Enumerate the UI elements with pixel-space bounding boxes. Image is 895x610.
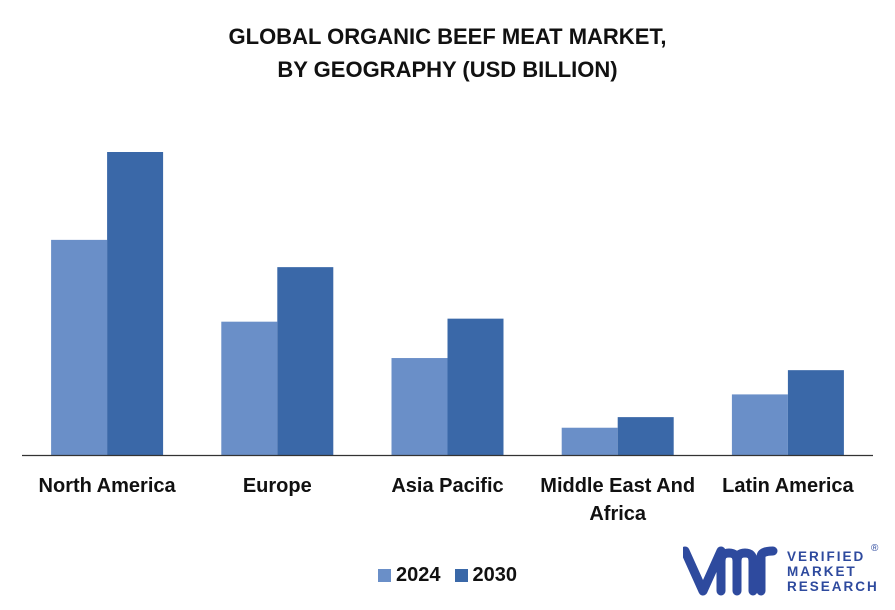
vmr-logo-icon [683,546,778,596]
bar-2030-middle-east-and-africa [617,417,674,455]
chart-title: GLOBAL ORGANIC BEEF MEAT MARKET, BY GEOG… [0,20,895,86]
legend-item-2030: 2030 [454,564,518,587]
vmr-logo: VERIFIED MARKET RESEARCH ® [683,543,883,599]
chart-title-line1: GLOBAL ORGANIC BEEF MEAT MARKET, [228,24,667,49]
vmr-logo-line1: VERIFIED [787,549,866,564]
legend-swatch-2024 [378,569,391,582]
bar-2024-north-america [51,239,108,455]
vmr-logo-line3: RESEARCH [787,579,879,594]
x-tick-label: North America [39,475,177,497]
legend-swatch-2030 [454,569,468,582]
legend: 2024 2030 [378,564,531,587]
x-tick-label: Latin America [722,475,854,497]
legend-label-2024: 2024 [396,564,441,586]
x-tick-label: Africa [589,503,647,525]
bar-chart: North America Europe Asia Pacific Middle Ea… [22,152,873,525]
bar-2024-europe [221,321,278,455]
x-tick-label: Middle East And [540,475,695,497]
x-tick-label: Asia Pacific [391,475,503,497]
bar-2030-latin-america [787,370,844,455]
bar-2030-asia-pacific [447,318,504,455]
bar-2030-europe [277,267,334,455]
bar-2024-middle-east-and-africa [561,427,618,455]
bar-2030-north-america [107,152,164,455]
chart-title-line2: BY GEOGRAPHY (USD BILLION) [277,57,618,82]
legend-label-2030: 2030 [472,564,518,586]
vmr-logo-line2: MARKET [787,564,857,579]
bar-2024-asia-pacific [391,358,448,455]
x-tick-label: Europe [243,475,312,497]
legend-item-2024: 2024 [378,564,441,587]
registered-mark: ® [871,543,879,554]
vmr-logo-text: VERIFIED MARKET RESEARCH [787,549,879,594]
bar-2024-latin-america [731,394,788,455]
